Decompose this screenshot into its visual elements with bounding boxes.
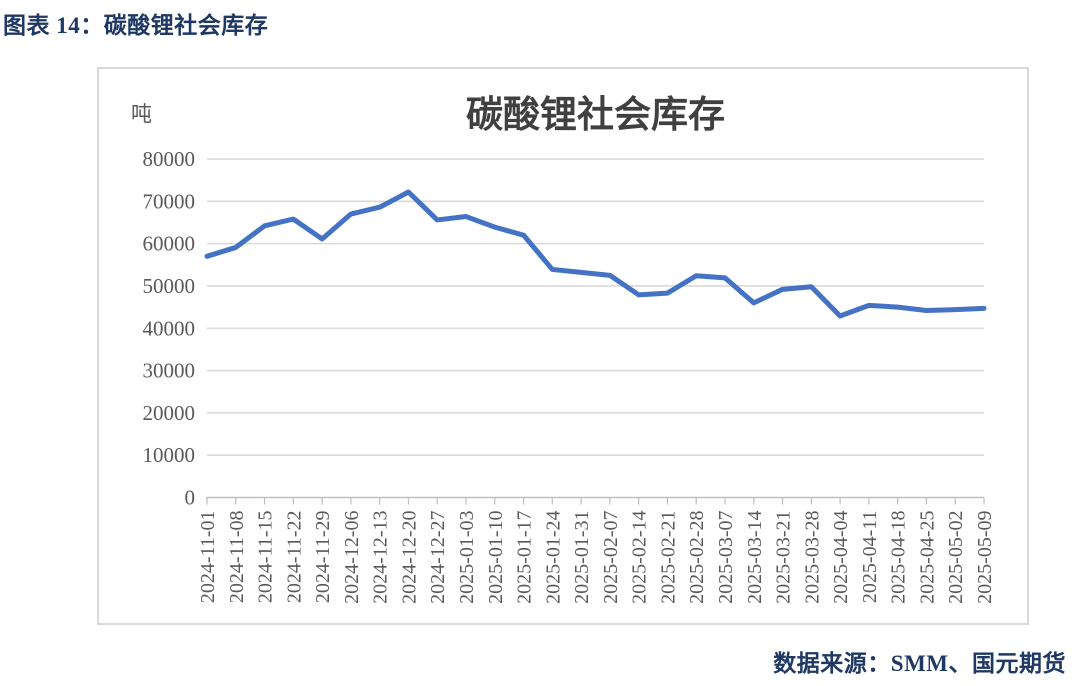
y-tick-label: 40000 (143, 316, 196, 340)
data-source-caption: 数据来源：SMM、国元期货 (773, 651, 1066, 676)
y-tick-label: 0 (185, 486, 196, 510)
figure-caption: 图表 14：碳酸锂社会库存 (3, 13, 269, 38)
x-tick-label: 2024-11-08 (226, 511, 248, 604)
x-tick-label: 2025-03-07 (715, 511, 737, 604)
x-tick-label: 2025-03-28 (801, 511, 823, 604)
x-tick-label: 2024-11-29 (312, 511, 334, 604)
x-tick-label: 2025-04-11 (859, 511, 881, 604)
x-tick-label: 2025-01-03 (456, 511, 478, 604)
y-tick-label: 80000 (143, 147, 196, 171)
x-tick-label: 2025-02-14 (629, 511, 651, 604)
x-tick-label: 2025-03-21 (773, 511, 795, 604)
x-tick-label: 2025-01-31 (571, 510, 593, 603)
x-tick-label: 2025-03-14 (744, 511, 766, 604)
x-tick-label: 2025-04-04 (830, 511, 852, 604)
x-tick-label: 2025-05-09 (974, 511, 996, 604)
x-tick-label: 2025-01-17 (514, 511, 536, 604)
y-tick-label: 70000 (143, 189, 196, 213)
y-tick-label: 60000 (143, 232, 196, 256)
x-tick-label: 2024-12-06 (341, 511, 363, 604)
x-tick-label: 2024-12-20 (398, 511, 420, 604)
x-tick-label: 2024-12-13 (370, 511, 392, 604)
y-tick-label: 30000 (143, 359, 196, 383)
x-tick-label: 2025-01-10 (485, 511, 507, 604)
y-axis-unit-label: 吨 (131, 102, 152, 126)
chart-container: 0 10000 20000 30000 40000 50000 60000 70000 8000… (97, 67, 1029, 625)
x-tick-label: 2025-02-28 (686, 511, 708, 604)
x-tick-label: 2025-01-24 (542, 511, 564, 604)
series-line-inventory (204, 189, 987, 319)
y-tick-label: 20000 (143, 401, 196, 425)
x-tick-label: 2025-02-07 (600, 511, 622, 604)
x-tick-label: 2024-12-27 (427, 511, 449, 604)
y-tick-label: 10000 (143, 443, 196, 467)
x-tick-label: 2025-04-18 (888, 511, 910, 604)
y-tick-label: 50000 (143, 274, 196, 298)
x-tick-label: 2024-11-01 (197, 511, 219, 604)
x-tick-label: 2024-11-22 (283, 511, 305, 604)
x-tick-label: 2025-02-21 (657, 511, 679, 604)
x-tick-label: 2025-05-02 (945, 511, 967, 604)
chart-title: 碳酸锂社会库存 (466, 94, 725, 136)
x-tick-label: 2025-04-25 (916, 511, 938, 604)
x-tick-label: 2024-11-15 (255, 511, 277, 604)
inventory-line-chart: 0 10000 20000 30000 40000 50000 60000 70000 8000… (131, 94, 996, 604)
